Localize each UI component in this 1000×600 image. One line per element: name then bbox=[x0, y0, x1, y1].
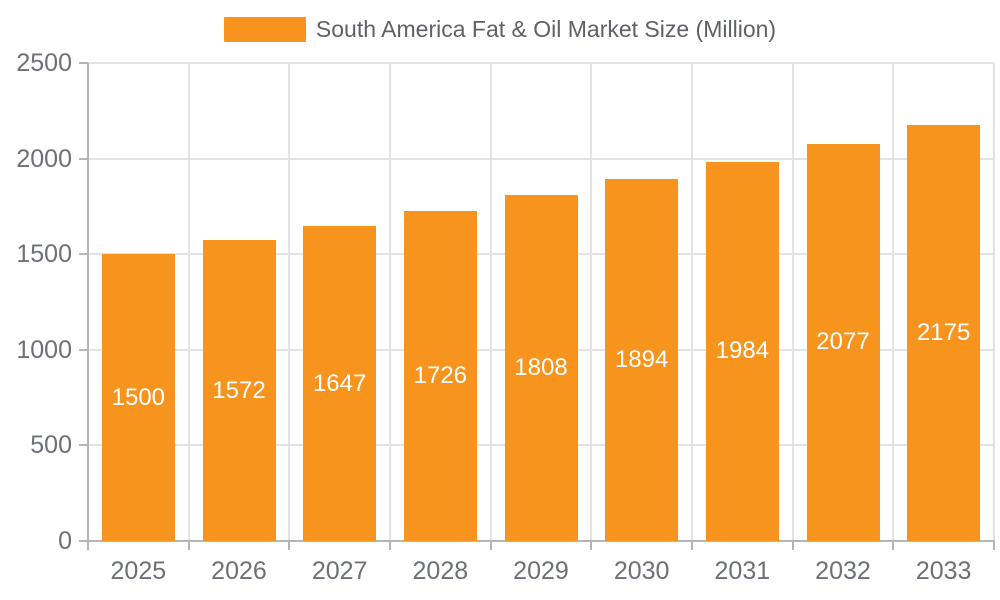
x-axis-tick bbox=[389, 541, 391, 550]
x-axis-tick-label: 2027 bbox=[311, 557, 368, 585]
x-axis-tick-label: 2028 bbox=[412, 557, 469, 585]
bar-2027[interactable]: 1647 bbox=[303, 226, 377, 541]
y-axis-tick bbox=[79, 157, 88, 160]
x-axis-tick-label: 2030 bbox=[613, 557, 670, 585]
bar-value-label: 1726 bbox=[413, 361, 468, 389]
x-axis-tick bbox=[590, 541, 593, 550]
y-axis-tick-label: 1000 bbox=[16, 335, 72, 364]
x-axis-tick bbox=[993, 541, 995, 550]
bar-2031[interactable]: 1984 bbox=[705, 161, 779, 541]
bar-2032[interactable]: 2077 bbox=[806, 143, 880, 541]
x-axis-tick-label: 2025 bbox=[110, 557, 167, 585]
v-gridline bbox=[892, 63, 895, 541]
v-gridline bbox=[187, 63, 190, 541]
bar-2033[interactable]: 2175 bbox=[907, 125, 981, 541]
y-axis-tick bbox=[79, 62, 88, 64]
bar-value-label: 1500 bbox=[111, 383, 166, 411]
x-axis-tick bbox=[892, 541, 895, 550]
x-axis-tick bbox=[489, 541, 492, 550]
v-gridline bbox=[288, 63, 291, 541]
bar-value-label: 1808 bbox=[514, 354, 568, 382]
legend-swatch-icon bbox=[223, 17, 306, 42]
legend-item[interactable]: South America Fat & Oil Market Size (Mil… bbox=[0, 16, 1000, 43]
x-axis-line bbox=[87, 540, 995, 542]
y-axis-tick bbox=[79, 540, 88, 542]
y-axis-tick-label: 2500 bbox=[16, 49, 72, 77]
v-gridline bbox=[590, 63, 593, 541]
x-axis-tick bbox=[691, 541, 693, 550]
h-gridline bbox=[88, 157, 994, 160]
y-axis-line bbox=[87, 63, 89, 541]
legend-label: South America Fat & Oil Market Size (Mil… bbox=[315, 16, 777, 42]
y-axis-tick-label: 500 bbox=[30, 431, 72, 460]
bar-value-label: 1647 bbox=[312, 369, 367, 397]
y-axis-tick bbox=[79, 348, 88, 351]
bar-2025[interactable]: 1500 bbox=[101, 254, 175, 541]
x-axis-tick bbox=[87, 541, 89, 550]
v-gridline bbox=[389, 63, 391, 541]
h-gridline bbox=[88, 62, 994, 64]
x-axis-tick-label: 2033 bbox=[915, 557, 972, 585]
x-axis-tick-label: 2026 bbox=[211, 557, 267, 585]
x-axis-tick-label: 2031 bbox=[714, 557, 771, 585]
y-axis-tick-label: 1500 bbox=[16, 240, 72, 269]
v-gridline bbox=[489, 63, 492, 541]
x-axis-tick bbox=[288, 541, 291, 550]
v-gridline bbox=[993, 63, 995, 541]
bar-value-label: 1984 bbox=[715, 337, 770, 365]
bar-value-label: 1894 bbox=[614, 345, 669, 373]
x-axis-tick bbox=[791, 541, 794, 550]
v-gridline bbox=[791, 63, 794, 541]
bar-value-label: 2077 bbox=[816, 328, 870, 356]
y-axis-tick bbox=[79, 444, 88, 447]
bar-2030[interactable]: 1894 bbox=[605, 178, 679, 541]
x-axis-tick bbox=[187, 541, 190, 550]
bar-2026[interactable]: 1572 bbox=[202, 240, 276, 541]
y-axis-tick-label: 2000 bbox=[16, 144, 72, 173]
x-axis-tick-label: 2032 bbox=[815, 557, 871, 585]
bar-2028[interactable]: 1726 bbox=[403, 210, 477, 541]
bar-value-label: 2175 bbox=[916, 319, 971, 347]
x-axis-tick-label: 2029 bbox=[513, 557, 569, 585]
v-gridline bbox=[691, 63, 693, 541]
y-axis-tick bbox=[79, 253, 88, 256]
bar-value-label: 1572 bbox=[212, 376, 266, 404]
y-axis-tick-label: 0 bbox=[58, 527, 72, 555]
bar-2029[interactable]: 1808 bbox=[504, 195, 578, 541]
